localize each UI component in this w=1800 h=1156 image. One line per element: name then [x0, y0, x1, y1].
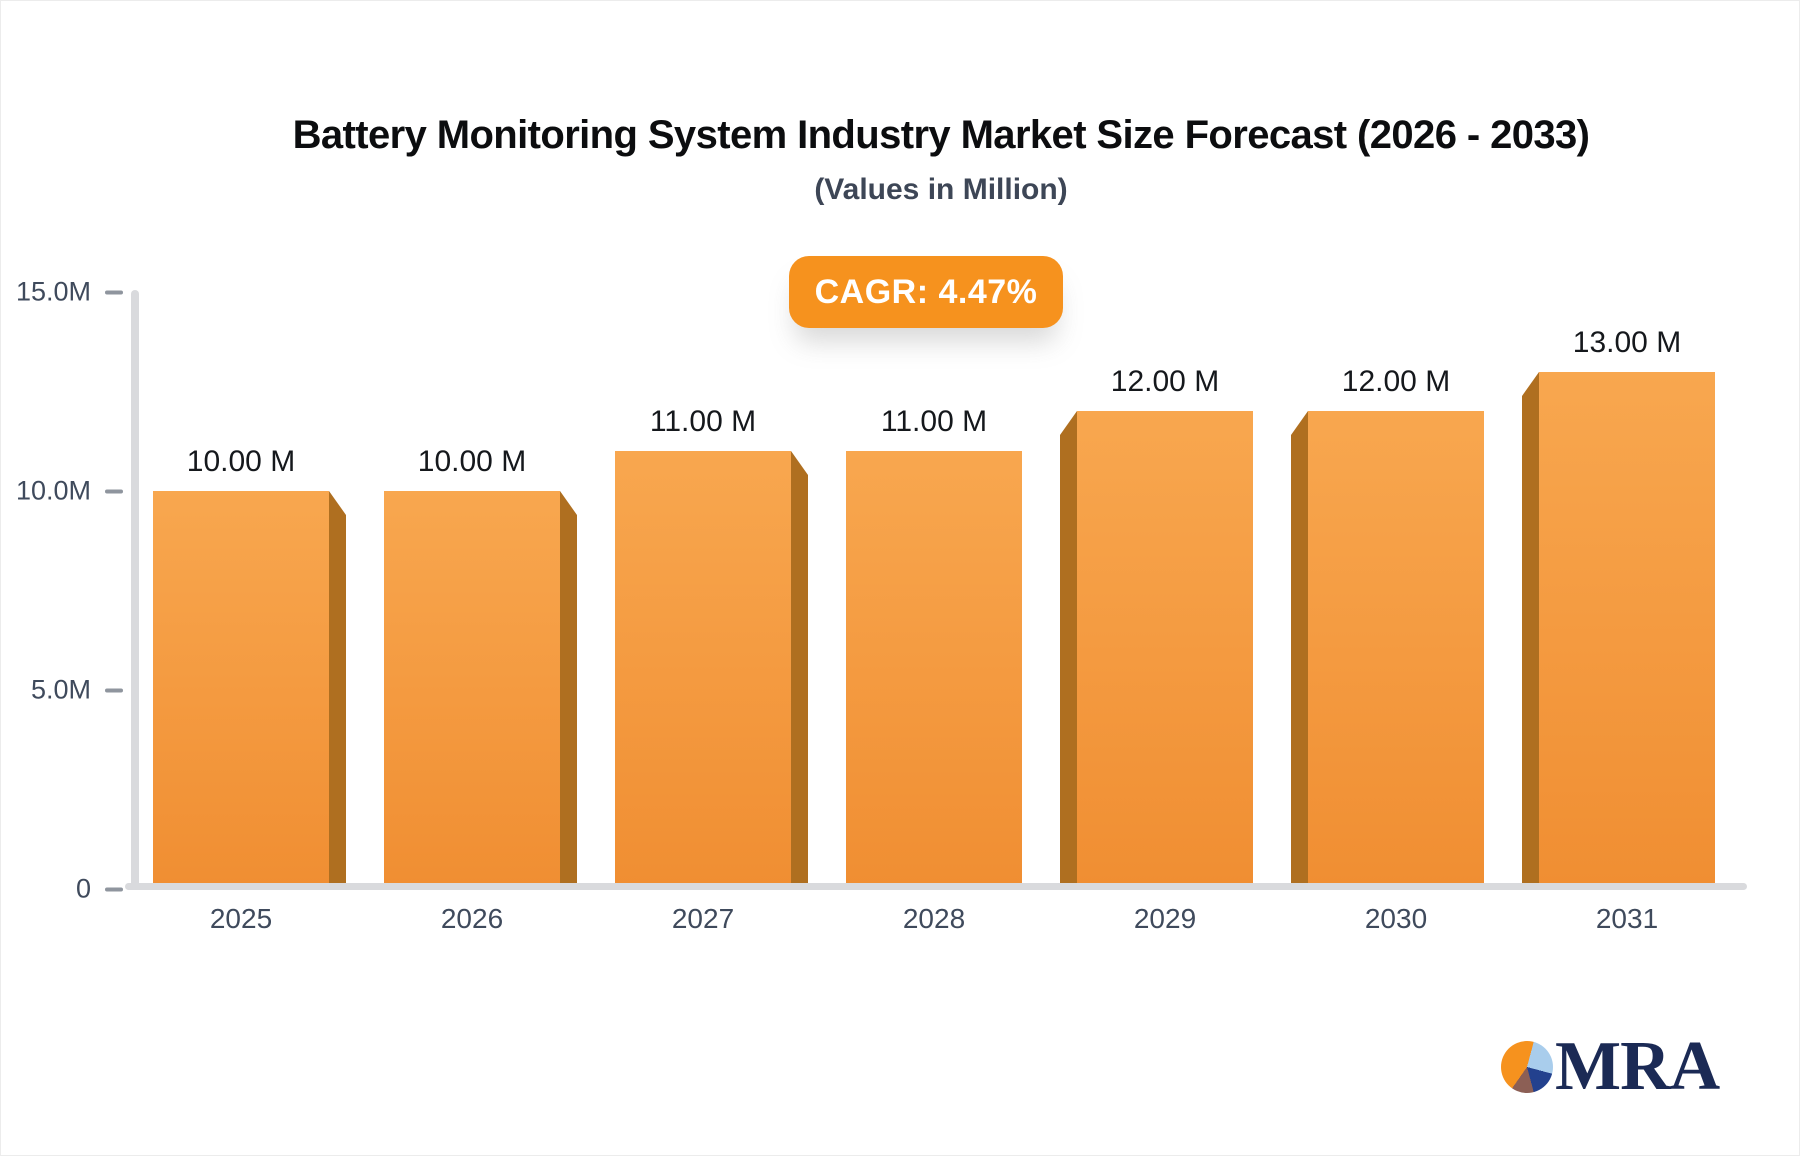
bar-value-label: 13.00 M: [1572, 326, 1682, 359]
x-axis-label: 2031: [1595, 903, 1659, 934]
bar-2027: [615, 451, 808, 889]
x-axis-label: 2026: [440, 903, 504, 934]
bar-side-face: [1060, 411, 1077, 889]
bar-side-face: [1522, 372, 1539, 889]
bar-2029: [1060, 411, 1253, 889]
x-axis-label: 2027: [671, 903, 735, 934]
bar-value-label: 12.00 M: [1110, 365, 1220, 398]
y-tick-mark: [105, 887, 123, 891]
x-axis-label: 2029: [1133, 903, 1197, 934]
bar-value-label: 11.00 M: [880, 405, 988, 438]
x-axis-label: 2030: [1364, 903, 1428, 934]
x-axis-label: 2025: [209, 903, 273, 934]
bar-2030: [1291, 411, 1484, 889]
y-tick-mark: [105, 290, 123, 294]
bar-side-face: [329, 491, 346, 889]
bar-2026: [384, 491, 577, 889]
bar-side-face: [1291, 411, 1308, 889]
x-axis-label: 2028: [902, 903, 966, 934]
y-tick-mark: [105, 489, 123, 493]
logo: MRA: [1501, 1028, 1720, 1105]
y-tick-label: 15.0M: [15, 276, 91, 307]
bar-2028: [846, 451, 1022, 889]
chart-subtitle: (Values in Million): [814, 173, 1068, 206]
cagr-badge: CAGR: 4.47%: [789, 256, 1063, 328]
bar-side-face: [560, 491, 577, 889]
bar-2031: [1522, 372, 1715, 889]
chart-title: Battery Monitoring System Industry Marke…: [292, 113, 1590, 157]
bar-side-face: [791, 451, 808, 889]
x-axis-baseline: [125, 883, 1747, 890]
y-axis-line: [131, 290, 139, 890]
y-tick: 10.0M: [1, 476, 123, 507]
y-tick-mark: [105, 688, 123, 692]
bar-value-label: 10.00 M: [186, 445, 296, 478]
bar-value-label: 10.00 M: [417, 445, 527, 478]
pie-chart-logo-icon: [1501, 1041, 1553, 1093]
y-tick: 15.0M: [1, 277, 123, 308]
bar-value-label: 12.00 M: [1341, 365, 1451, 398]
logo-text: MRA: [1555, 1028, 1720, 1105]
y-tick-label: 0: [75, 873, 91, 904]
y-tick-label: 10.0M: [15, 475, 91, 506]
bar-2025: [153, 491, 346, 889]
y-tick-label: 5.0M: [30, 674, 91, 705]
bar-value-label: 11.00 M: [649, 405, 757, 438]
cagr-badge-label: CAGR: 4.47%: [814, 272, 1038, 311]
y-tick: 0: [1, 874, 123, 905]
y-tick: 5.0M: [1, 675, 123, 706]
